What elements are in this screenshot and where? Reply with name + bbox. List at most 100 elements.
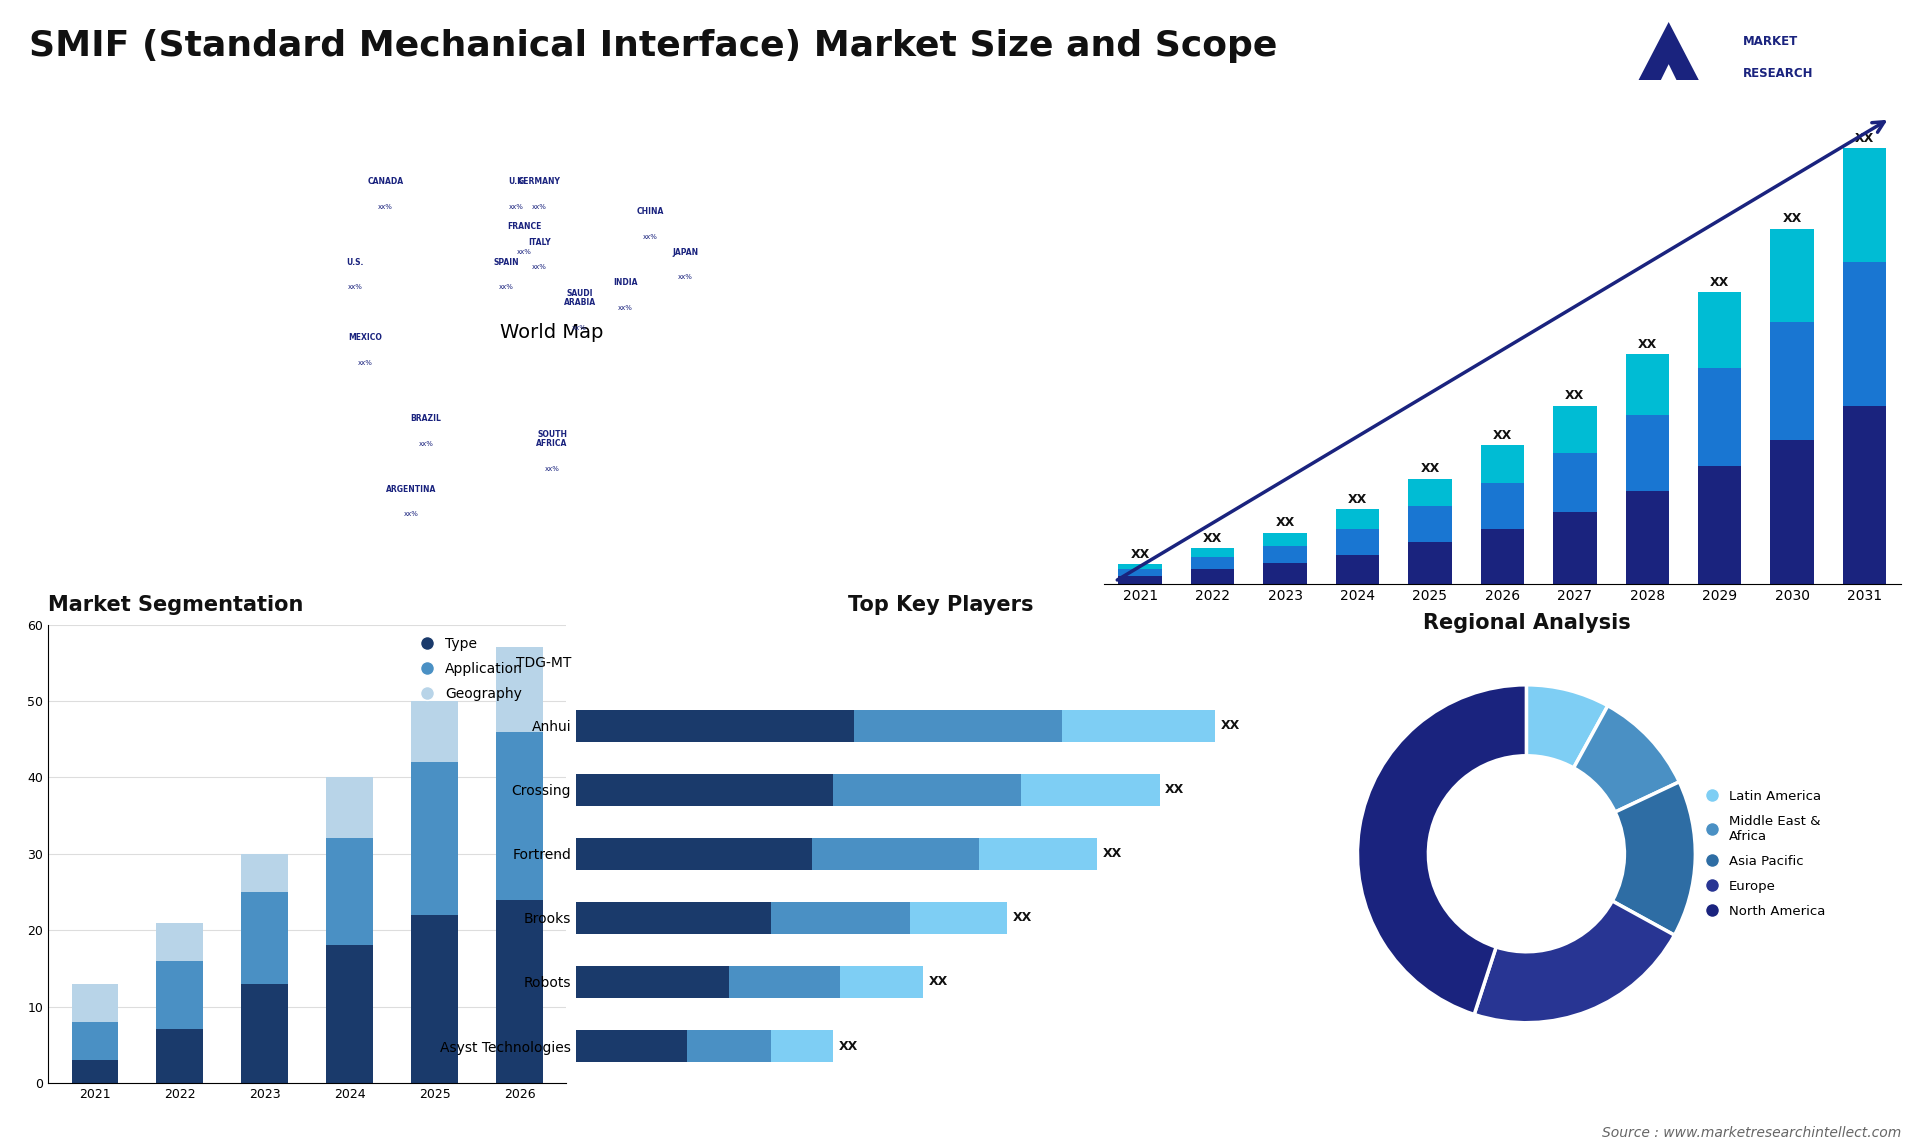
Text: XX: XX <box>1165 783 1185 796</box>
Bar <box>1770 440 1814 584</box>
Text: XX: XX <box>1711 276 1730 289</box>
Bar <box>1407 542 1452 584</box>
Bar <box>1553 512 1597 584</box>
Bar <box>1843 148 1885 262</box>
Text: XX: XX <box>1102 847 1121 861</box>
Bar <box>242 854 288 892</box>
Bar <box>1697 368 1741 465</box>
Bar <box>833 774 1021 806</box>
Text: XX: XX <box>1492 429 1513 442</box>
Bar <box>1843 262 1885 407</box>
Text: xx%: xx% <box>499 284 515 290</box>
Title: Top Key Players: Top Key Players <box>849 595 1033 614</box>
Bar <box>1697 465 1741 584</box>
Text: xx%: xx% <box>509 204 524 210</box>
Bar <box>1843 407 1885 584</box>
Bar <box>770 902 910 934</box>
Bar <box>1190 557 1235 570</box>
Bar <box>687 1030 770 1062</box>
Text: XX: XX <box>1855 132 1874 144</box>
Bar <box>156 923 204 960</box>
Bar <box>1263 547 1308 564</box>
Bar <box>576 709 854 741</box>
Bar <box>812 838 979 870</box>
Text: CANADA: CANADA <box>367 178 403 186</box>
Title: Regional Analysis: Regional Analysis <box>1423 613 1630 633</box>
Bar <box>576 902 770 934</box>
Text: RESEARCH: RESEARCH <box>1743 66 1814 80</box>
Bar <box>1770 228 1814 322</box>
Text: xx%: xx% <box>678 274 693 281</box>
Wedge shape <box>1475 901 1674 1022</box>
Text: XX: XX <box>1421 462 1440 476</box>
Bar <box>1119 570 1162 576</box>
Bar <box>156 960 204 1029</box>
Text: xx%: xx% <box>357 360 372 366</box>
Bar <box>854 709 1062 741</box>
Bar <box>910 902 1006 934</box>
Wedge shape <box>1613 782 1695 935</box>
Bar <box>1190 548 1235 557</box>
Bar <box>1407 479 1452 507</box>
Text: XX: XX <box>1348 493 1367 505</box>
Bar <box>770 1030 833 1062</box>
Text: XX: XX <box>1221 719 1240 732</box>
Bar <box>411 762 459 915</box>
Text: FRANCE: FRANCE <box>507 222 541 231</box>
Text: XX: XX <box>1204 532 1223 544</box>
Text: U.K.: U.K. <box>507 178 526 186</box>
Text: xx%: xx% <box>532 265 547 270</box>
Bar <box>71 983 119 1022</box>
Text: XX: XX <box>1131 548 1150 560</box>
Bar <box>1336 555 1379 584</box>
Bar <box>1190 570 1235 584</box>
Bar <box>1407 507 1452 542</box>
Bar <box>1336 509 1379 529</box>
Legend: Latin America, Middle East &
Africa, Asia Pacific, Europe, North America: Latin America, Middle East & Africa, Asi… <box>1693 785 1832 923</box>
Bar <box>326 777 372 839</box>
Text: SOUTH
AFRICA: SOUTH AFRICA <box>536 430 568 448</box>
Circle shape <box>1428 755 1624 952</box>
Bar <box>242 983 288 1083</box>
Bar <box>1480 482 1524 529</box>
Bar <box>71 1022 119 1060</box>
Text: BRAZIL: BRAZIL <box>411 414 442 423</box>
Bar <box>841 966 924 998</box>
Bar <box>576 774 833 806</box>
Bar <box>1480 529 1524 584</box>
Bar <box>1062 709 1215 741</box>
Text: JAPAN: JAPAN <box>672 248 699 257</box>
Bar <box>495 647 543 731</box>
Text: xx%: xx% <box>419 441 434 447</box>
Text: xx%: xx% <box>532 204 547 210</box>
Bar <box>1626 415 1668 492</box>
Text: XX: XX <box>1638 338 1657 351</box>
Bar <box>1626 492 1668 584</box>
Text: xx%: xx% <box>643 234 659 240</box>
Bar <box>576 1030 687 1062</box>
Text: xx%: xx% <box>348 284 363 290</box>
Wedge shape <box>1526 685 1607 768</box>
Bar <box>156 1029 204 1083</box>
Text: U.S.: U.S. <box>348 258 365 267</box>
Text: xx%: xx% <box>378 204 394 210</box>
Text: XX: XX <box>1012 911 1031 925</box>
Polygon shape <box>1632 64 1705 136</box>
Bar <box>1770 322 1814 440</box>
Bar <box>1626 354 1668 415</box>
Text: GERMANY: GERMANY <box>518 178 561 186</box>
Bar <box>1553 406 1597 453</box>
Text: XX: XX <box>1275 517 1294 529</box>
Polygon shape <box>1609 22 1728 136</box>
Text: XX: XX <box>1565 390 1584 402</box>
Text: CHINA: CHINA <box>637 207 664 217</box>
Bar <box>1021 774 1160 806</box>
Text: xx%: xx% <box>545 466 559 472</box>
Legend: Type, Application, Geography: Type, Application, Geography <box>407 631 528 707</box>
Text: MARKET: MARKET <box>1743 36 1799 48</box>
Text: xx%: xx% <box>618 305 632 311</box>
Text: xx%: xx% <box>516 249 532 256</box>
Bar <box>411 915 459 1083</box>
Text: xx%: xx% <box>572 324 588 331</box>
Text: INDIA: INDIA <box>612 278 637 286</box>
